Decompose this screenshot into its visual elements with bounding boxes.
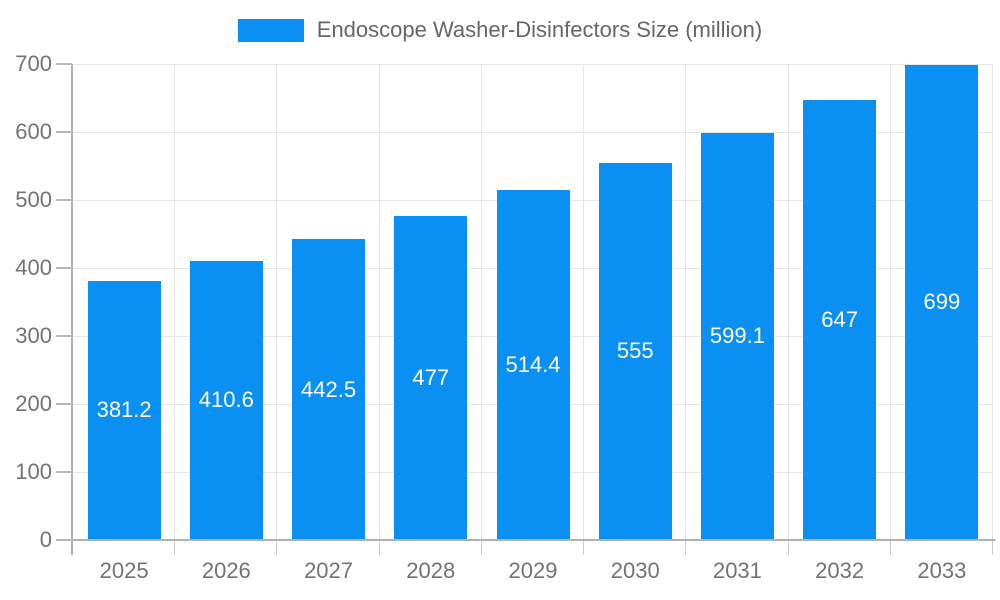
- y-axis-label: 400: [15, 255, 52, 280]
- legend-label: Endoscope Washer-Disinfectors Size (mill…: [316, 17, 763, 42]
- bar-value-label: 699: [923, 289, 961, 315]
- bar-value-label: 647: [821, 307, 859, 333]
- x-axis-tick: [583, 541, 585, 555]
- x-axis-tick: [276, 541, 278, 555]
- y-axis-label: 700: [15, 51, 52, 76]
- bar[interactable]: 381.2: [87, 280, 161, 540]
- x-axis-tick: [787, 541, 789, 555]
- bar[interactable]: 442.5: [292, 239, 366, 540]
- y-axis-tick: [56, 471, 72, 473]
- y-axis-label: 500: [15, 187, 52, 212]
- v-gridline: [174, 64, 176, 540]
- v-gridline: [685, 64, 687, 540]
- h-gridline: [73, 132, 993, 133]
- bar-value-label: 599.1: [709, 323, 765, 349]
- y-axis-tick: [56, 199, 72, 201]
- x-axis-label: 2033: [917, 558, 967, 583]
- x-axis-label: 2030: [610, 558, 660, 583]
- bar-value-label: 514.4: [505, 352, 561, 378]
- v-gridline: [787, 64, 789, 540]
- bar[interactable]: 699: [905, 64, 979, 540]
- y-axis-label: 300: [15, 323, 52, 348]
- y-axis-tick: [56, 131, 72, 133]
- y-axis-label: 600: [15, 119, 52, 144]
- y-axis-tick: [56, 63, 72, 65]
- y-axis-label: 0: [39, 527, 52, 552]
- x-axis-tick: [889, 541, 891, 555]
- h-gridline: [73, 64, 993, 65]
- x-axis-label: 2029: [508, 558, 558, 583]
- plot-area: 381.2 410.6 442.5 477 514.4 555 599.1 647 699: [73, 64, 993, 540]
- y-axis-tick: [56, 403, 72, 405]
- bar[interactable]: 514.4: [496, 190, 570, 540]
- y-axis-tick: [56, 539, 72, 541]
- v-gridline: [583, 64, 585, 540]
- y-axis-line: [71, 64, 73, 555]
- v-gridline: [992, 64, 993, 540]
- x-axis-label: 2027: [304, 558, 354, 583]
- bar-value-label: 381.2: [96, 397, 152, 423]
- x-axis-line: [58, 539, 995, 541]
- y-axis-tick: [56, 267, 72, 269]
- x-axis-label: 2028: [406, 558, 456, 583]
- v-gridline: [889, 64, 891, 540]
- chart-legend[interactable]: Endoscope Washer-Disinfectors Size (mill…: [0, 15, 1000, 45]
- x-axis-label: 2031: [712, 558, 762, 583]
- bar[interactable]: 477: [394, 215, 468, 540]
- x-axis-tick: [378, 541, 380, 555]
- x-axis-label: 2032: [815, 558, 865, 583]
- v-gridline: [378, 64, 380, 540]
- bar[interactable]: 410.6: [189, 260, 263, 540]
- bar-value-label: 555: [616, 338, 654, 364]
- x-axis-tick: [685, 541, 687, 555]
- bar[interactable]: 647: [803, 100, 877, 540]
- v-gridline: [480, 64, 482, 540]
- bar-value-label: 410.6: [198, 387, 254, 413]
- x-axis-tick: [174, 541, 176, 555]
- x-axis-tick: [480, 541, 482, 555]
- bar-value-label: 442.5: [301, 376, 357, 402]
- y-axis-label: 200: [15, 391, 52, 416]
- x-axis-label: 2026: [201, 558, 251, 583]
- x-axis-tick: [992, 541, 993, 555]
- y-axis-tick: [56, 335, 72, 337]
- bar[interactable]: 555: [598, 162, 672, 540]
- bar-value-label: 477: [412, 364, 450, 390]
- bar[interactable]: 599.1: [700, 132, 774, 540]
- legend-swatch-icon: [237, 18, 304, 42]
- y-axis-label: 100: [15, 459, 52, 484]
- x-axis-label: 2025: [99, 558, 149, 583]
- v-gridline: [276, 64, 278, 540]
